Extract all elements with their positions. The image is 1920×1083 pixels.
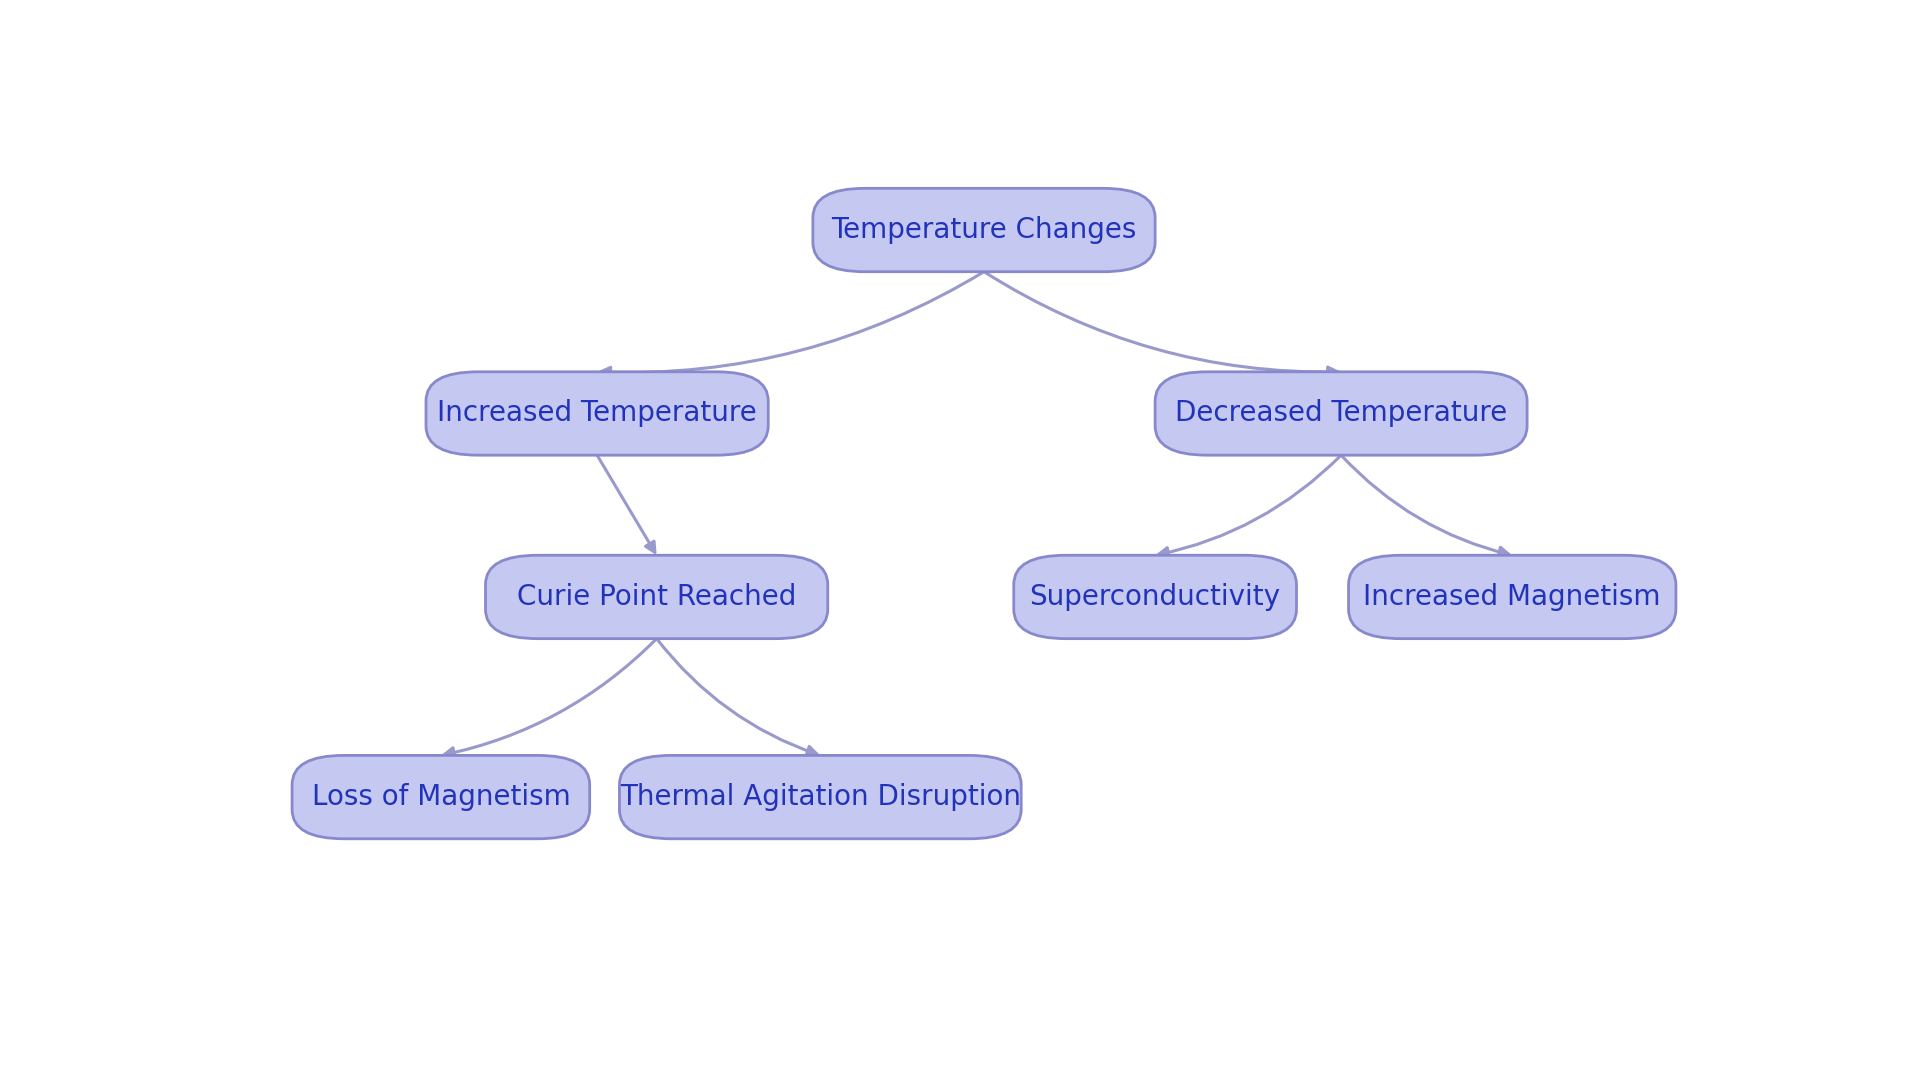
FancyBboxPatch shape (292, 756, 589, 838)
FancyBboxPatch shape (1348, 556, 1676, 639)
FancyBboxPatch shape (1014, 556, 1296, 639)
Text: Increased Temperature: Increased Temperature (438, 400, 756, 428)
Text: Decreased Temperature: Decreased Temperature (1175, 400, 1507, 428)
FancyBboxPatch shape (620, 756, 1021, 838)
Text: Superconductivity: Superconductivity (1029, 583, 1281, 611)
FancyBboxPatch shape (426, 371, 768, 455)
FancyBboxPatch shape (486, 556, 828, 639)
FancyBboxPatch shape (812, 188, 1156, 272)
Text: Increased Magnetism: Increased Magnetism (1363, 583, 1661, 611)
FancyBboxPatch shape (1156, 371, 1526, 455)
Text: Loss of Magnetism: Loss of Magnetism (311, 783, 570, 811)
Text: Temperature Changes: Temperature Changes (831, 216, 1137, 244)
Text: Thermal Agitation Disruption: Thermal Agitation Disruption (620, 783, 1021, 811)
Text: Curie Point Reached: Curie Point Reached (516, 583, 797, 611)
